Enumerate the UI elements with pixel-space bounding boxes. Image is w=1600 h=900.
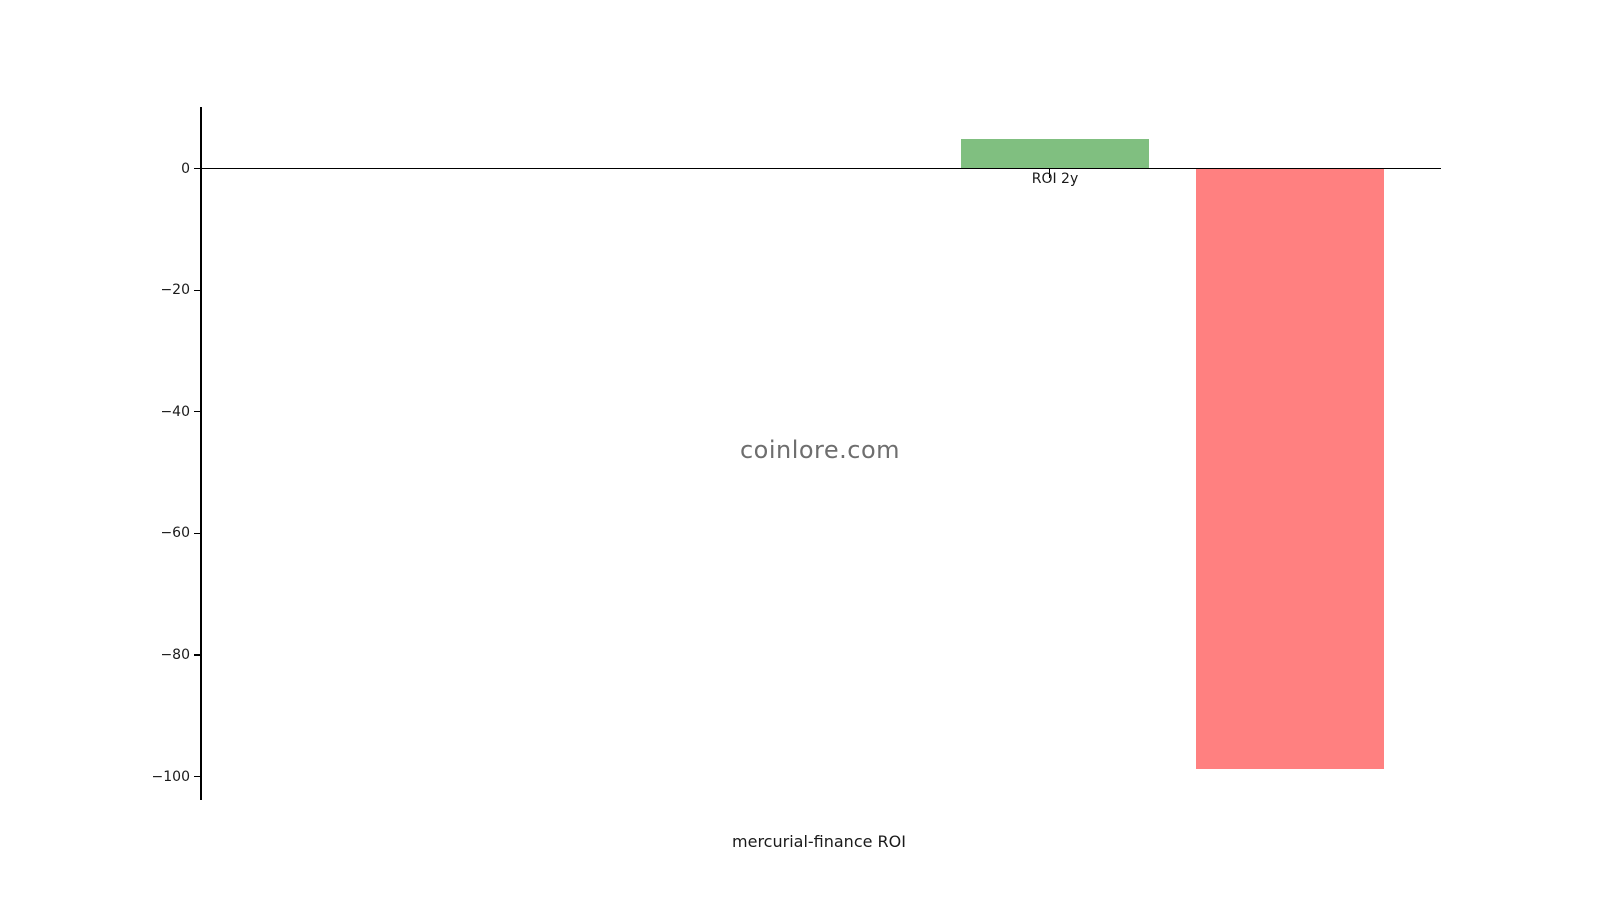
y-tick-label: −60 <box>160 525 190 542</box>
x-tick-mark <box>1049 168 1051 178</box>
y-tick-label: −40 <box>160 403 190 420</box>
y-tick-label: −100 <box>151 768 190 785</box>
positive-bar <box>961 139 1149 169</box>
y-tick-mark <box>194 167 201 170</box>
y-axis-line <box>200 107 202 800</box>
watermark-text: coinlore.com <box>739 436 901 464</box>
y-tick-mark <box>194 289 201 291</box>
y-tick-label: −20 <box>160 282 190 299</box>
y-tick-label: −80 <box>160 646 190 663</box>
y-tick-label: 0 <box>181 160 190 177</box>
x-axis-zero-line <box>200 167 1441 169</box>
y-tick-mark <box>194 532 201 534</box>
y-tick-mark <box>194 775 201 778</box>
x-tick-label: ROI 2y <box>1031 171 1079 187</box>
x-axis-title: mercurial-finance ROI <box>732 832 906 851</box>
y-tick-mark <box>194 411 201 413</box>
y-tick-mark <box>194 654 201 656</box>
negative-bar <box>1196 168 1384 769</box>
